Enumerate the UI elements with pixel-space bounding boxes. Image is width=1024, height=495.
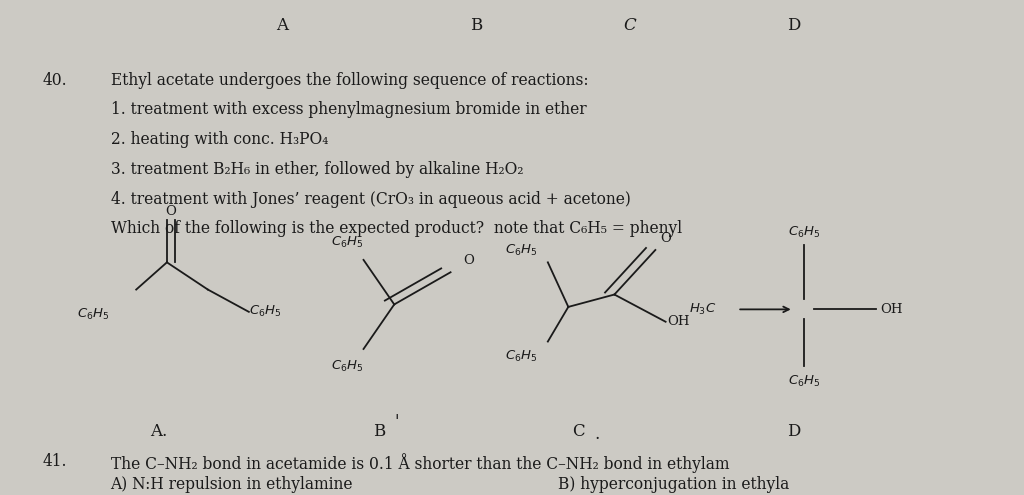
- Text: C: C: [624, 17, 636, 34]
- Text: $H_3C$: $H_3C$: [689, 302, 717, 317]
- Text: 40.: 40.: [43, 72, 68, 89]
- Text: B: B: [470, 17, 482, 34]
- Text: OH: OH: [881, 303, 903, 316]
- Text: 4. treatment with Jones’ reagent (CrO₃ in aqueous acid + acetone): 4. treatment with Jones’ reagent (CrO₃ i…: [111, 191, 631, 207]
- Text: $C_6H_5$: $C_6H_5$: [787, 225, 820, 240]
- Text: $C_6H_5$: $C_6H_5$: [331, 359, 364, 374]
- Text: $C_6H_5$: $C_6H_5$: [505, 243, 538, 257]
- Text: O: O: [463, 254, 474, 267]
- Text: $C_6H_5$: $C_6H_5$: [331, 235, 364, 250]
- Text: ': ': [394, 413, 398, 430]
- Text: The C–NH₂ bond in acetamide is 0.1 Å shorter than the C–NH₂ bond in ethylam: The C–NH₂ bond in acetamide is 0.1 Å sho…: [111, 453, 729, 473]
- Text: 3. treatment B₂H₆ in ether, followed by alkaline H₂O₂: 3. treatment B₂H₆ in ether, followed by …: [111, 161, 523, 178]
- Text: A.: A.: [151, 423, 167, 440]
- Text: 1. treatment with excess phenylmagnesium bromide in ether: 1. treatment with excess phenylmagnesium…: [111, 101, 586, 118]
- Text: D: D: [786, 17, 801, 34]
- Text: OH: OH: [668, 315, 690, 328]
- Text: O: O: [166, 205, 176, 218]
- Text: 41.: 41.: [43, 453, 68, 470]
- Text: .: .: [594, 426, 599, 443]
- Text: $C_6H_5$: $C_6H_5$: [505, 349, 538, 364]
- Text: B) hyperconjugation in ethyla: B) hyperconjugation in ethyla: [558, 476, 790, 493]
- Text: D: D: [786, 423, 801, 440]
- Text: A) N:H repulsion in ethylamine: A) N:H repulsion in ethylamine: [111, 476, 353, 493]
- Text: $C_6H_5$: $C_6H_5$: [249, 304, 282, 319]
- Text: A: A: [275, 17, 288, 34]
- Text: $C_6H_5$: $C_6H_5$: [77, 307, 110, 322]
- Text: Ethyl acetate undergoes the following sequence of reactions:: Ethyl acetate undergoes the following se…: [111, 72, 588, 89]
- Text: 2. heating with conc. H₃PO₄: 2. heating with conc. H₃PO₄: [111, 131, 328, 148]
- Text: $C_6H_5$: $C_6H_5$: [787, 374, 820, 389]
- Text: B: B: [373, 423, 385, 440]
- Text: Which of the following is the expected product?  note that C₆H₅ = phenyl: Which of the following is the expected p…: [111, 220, 682, 237]
- Text: C: C: [572, 423, 585, 440]
- Text: O: O: [660, 232, 672, 245]
